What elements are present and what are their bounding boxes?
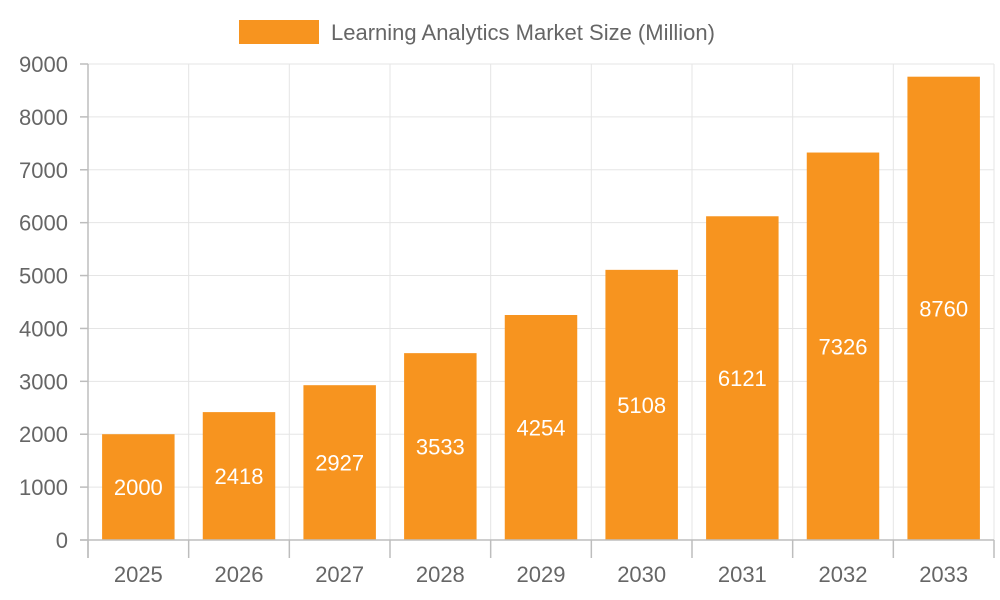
bar-2029: [504, 315, 578, 540]
bars: 2000 2418 2927 3533 4254 5108 6121 7326 8760: [102, 76, 980, 541]
bar-2025: [102, 434, 175, 540]
bar-2026: [202, 412, 276, 540]
data-label: 5108: [617, 393, 666, 418]
y-tick-label: 8000: [19, 105, 68, 130]
data-label: 3533: [416, 435, 465, 460]
y-tick-label: 6000: [19, 211, 68, 236]
bar-2028: [404, 353, 477, 540]
legend-label: Learning Analytics Market Size (Million): [331, 20, 715, 45]
data-label: 2927: [315, 451, 364, 476]
y-tick-label: 1000: [19, 475, 68, 500]
bar-2030: [605, 269, 678, 540]
bar-2033: [907, 76, 980, 541]
y-tick-label: 0: [56, 528, 68, 553]
x-tick-label: 2025: [114, 562, 163, 587]
x-tick-label: 2026: [215, 562, 264, 587]
y-tick-label: 9000: [19, 52, 68, 77]
x-axis-ticks: 2025 2026 2027 2028 2029 2030 2031 2032 2033: [87, 540, 995, 587]
y-axis-ticks: 0 1000 2000 3000 4000 5000 6000 7000 8000 9000: [19, 52, 88, 553]
axes: [80, 64, 994, 558]
x-tick-label: 2029: [517, 562, 566, 587]
x-tick-label: 2028: [416, 562, 465, 587]
legend-swatch: [239, 20, 319, 44]
data-label: 6121: [718, 366, 767, 391]
data-label: 2418: [215, 464, 264, 489]
bar-2031: [706, 216, 779, 541]
x-tick-label: 2031: [718, 562, 767, 587]
data-label: 2000: [114, 475, 163, 500]
y-tick-label: 4000: [19, 316, 68, 341]
x-tick-label: 2027: [315, 562, 364, 587]
x-tick-label: 2032: [819, 562, 868, 587]
bar-2027: [303, 385, 376, 540]
data-label: 8760: [919, 296, 968, 321]
y-tick-label: 3000: [19, 369, 68, 394]
bar-2032: [806, 152, 880, 540]
y-tick-label: 2000: [19, 422, 68, 447]
data-label: 4254: [517, 416, 566, 441]
data-label: 7326: [819, 334, 868, 359]
y-tick-label: 7000: [19, 158, 68, 183]
x-tick-label: 2033: [919, 562, 968, 587]
x-tick-label: 2030: [617, 562, 666, 587]
y-tick-label: 5000: [19, 264, 68, 289]
legend: Learning Analytics Market Size (Million): [239, 20, 715, 45]
